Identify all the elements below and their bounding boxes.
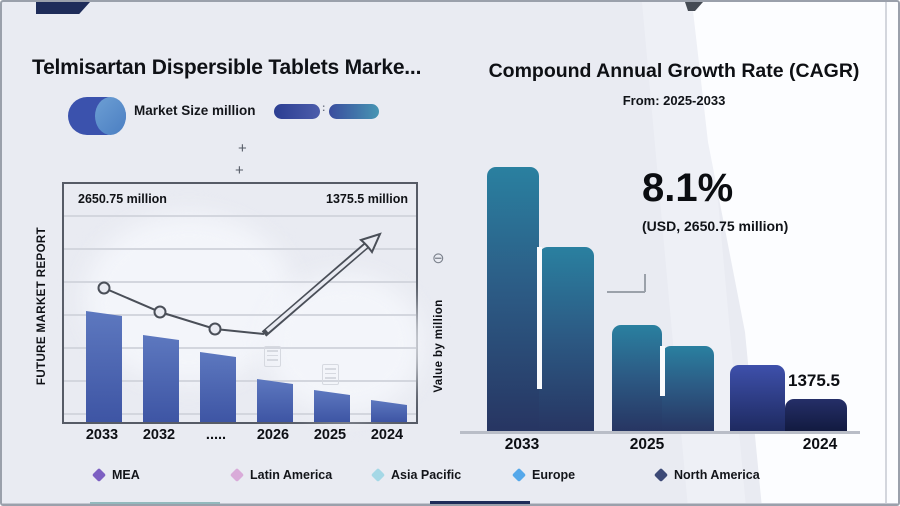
clipboard-watermark-icon [264, 346, 281, 367]
bar-2024 [371, 400, 407, 422]
diamond-icon [229, 467, 245, 483]
x-label-2024-right: 2024 [802, 436, 838, 453]
x-label-2033: 2033 [85, 427, 119, 443]
gridline [64, 380, 416, 382]
bar-2033 [86, 311, 122, 422]
bar-gap [537, 247, 542, 389]
line-marker [208, 322, 222, 336]
x-label-2026: 2026 [256, 427, 290, 443]
page-title: Telmisartan Dispersible Tablets Marke... [32, 56, 422, 79]
clipboard-watermark-icon [322, 364, 339, 385]
top-slate-accent [685, 2, 703, 11]
legend-pill-dark [274, 104, 320, 119]
x-label-2025: 2025 [313, 427, 347, 443]
legend-pill-teal [329, 104, 379, 119]
cylinder-face [95, 97, 126, 135]
bottom-navy-accent [430, 501, 530, 504]
diamond-icon [370, 467, 386, 483]
x-label-2025-right: 2025 [629, 436, 665, 453]
diamond-icon [511, 467, 527, 483]
plus-icon: + [235, 162, 244, 179]
legend-label: Asia Pacific [391, 468, 462, 482]
right-y-axis-label: Value by million [433, 299, 445, 393]
legend-label: North America [674, 468, 760, 482]
diamond-icon [653, 467, 669, 483]
gridline [64, 347, 416, 349]
cagr-bar-2024-a [730, 365, 785, 431]
cagr-title: Compound Annual Growth Rate (CAGR) [488, 60, 860, 82]
x-label-2033-right: 2033 [504, 436, 540, 453]
x-label-2024: 2024 [370, 427, 404, 443]
chart-annotation-left: 2650.75 million [78, 192, 167, 206]
cagr-bar-2033-a [487, 167, 539, 432]
gridline [64, 215, 416, 217]
cagr-bar-2025-a [612, 325, 662, 432]
circle-minus-icon: ⊖ [432, 250, 445, 267]
gridline [64, 314, 416, 316]
cagr-subtitle: From: 2025-2033 [622, 93, 726, 108]
bottom-teal-accent [90, 502, 220, 504]
arrow-head [358, 232, 382, 255]
bracket-line [644, 274, 646, 292]
market-size-legend-label: Market Size million [134, 103, 256, 118]
x-label-2032: 2032 [142, 427, 176, 443]
plus-icon: + [238, 140, 247, 157]
bar-2025 [314, 390, 350, 422]
cagr-value: 8.1% [642, 166, 734, 210]
legend-pill-separator: : [322, 103, 326, 114]
x-label-dots: ..... [205, 427, 227, 443]
bar-2032 [143, 335, 179, 422]
chart-annotation-right: 1375.5 million [326, 192, 408, 206]
gridline [64, 248, 416, 250]
line-marker [153, 305, 167, 319]
legend-label: MEA [112, 468, 140, 482]
right-chart-baseline [460, 431, 860, 434]
bar-2026 [257, 379, 293, 422]
market-size-chart: 2650.75 million 1375.5 million [62, 182, 424, 424]
right-edge-line [885, 2, 887, 504]
gridline [64, 281, 416, 283]
legend-label: Europe [532, 468, 576, 482]
trend-line-chart [97, 232, 382, 337]
cagr-caption: (USD, 2650.75 million) [642, 218, 789, 234]
diamond-icon [91, 467, 107, 483]
left-y-axis-label: FUTURE MARKET REPORT [36, 226, 48, 386]
bar-data-label: 1375.5 [788, 371, 840, 390]
bar-dots [200, 352, 236, 422]
cagr-bar-2033-b [539, 247, 594, 432]
bracket-line [607, 291, 645, 293]
cagr-bar-2024-b [785, 399, 847, 431]
line-marker [97, 281, 111, 295]
gridline [64, 413, 416, 415]
cagr-bar-2025-b [662, 346, 714, 432]
cylinder-3d-icon [68, 97, 126, 135]
legend-label: Latin America [250, 468, 333, 482]
bar-gap [660, 346, 665, 396]
top-left-navy-accent [36, 2, 90, 14]
